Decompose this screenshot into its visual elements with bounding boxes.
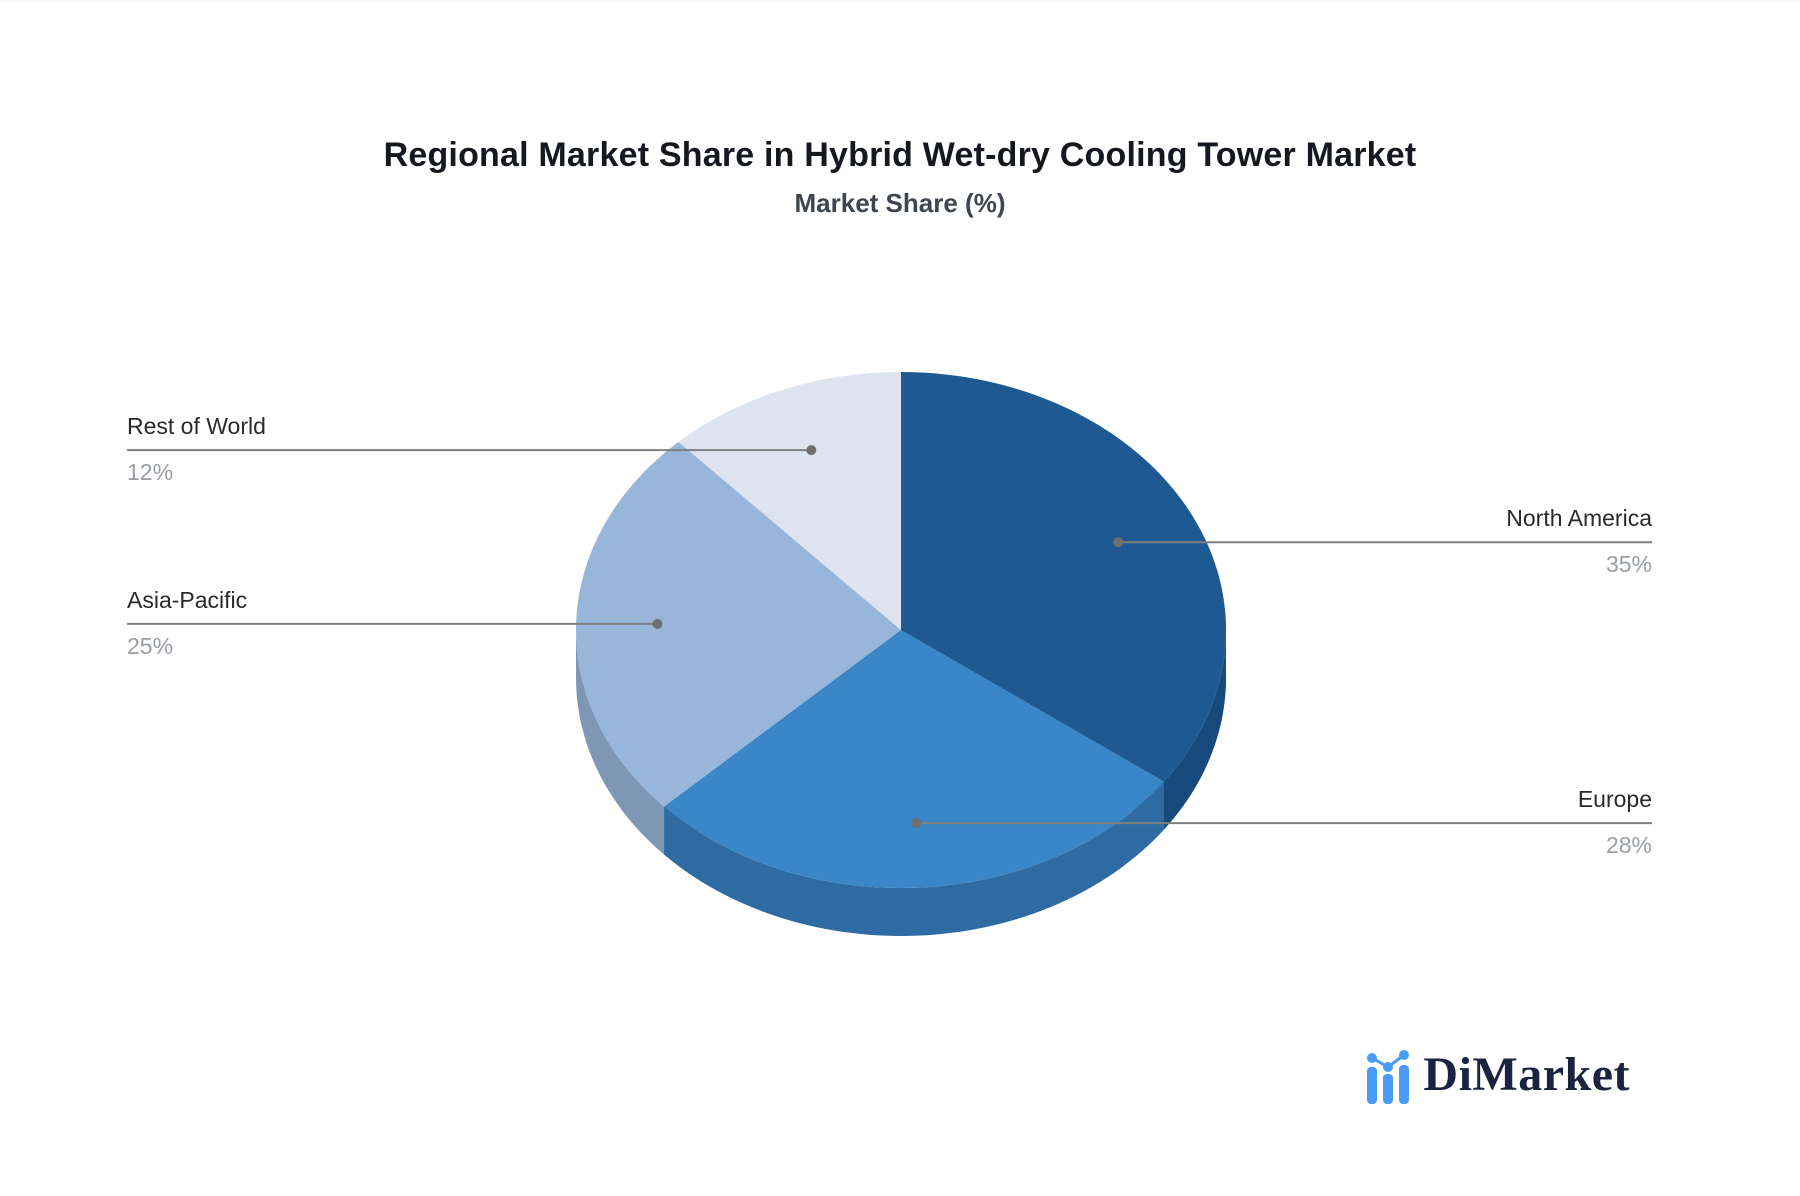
connector-dot-rest-of-world [806, 445, 817, 456]
top-strip [0, 0, 1800, 3]
pie-side-wall-europe [664, 781, 1164, 936]
pie-slice-north-america[interactable] [901, 372, 1226, 782]
slice-label-north-america: North America [1506, 505, 1652, 532]
pie-side-wall-asia-pacific [576, 630, 665, 855]
slice-label-europe: Europe [1577, 786, 1652, 813]
connector-dot-asia-pacific [652, 618, 663, 629]
connector-dot-europe [911, 818, 922, 829]
chart-title: Regional Market Share in Hybrid Wet-dry … [383, 136, 1417, 174]
slice-value-europe: 28% [1605, 832, 1652, 859]
slice-value-rest-of-world: 12% [127, 459, 174, 486]
slice-value-north-america: 35% [1605, 551, 1652, 578]
slice-label-asia-pacific: Asia-Pacific [127, 586, 248, 613]
brand-name: DiMarket [1423, 1047, 1630, 1101]
pie-slice-asia-pacific[interactable] [576, 441, 901, 807]
slice-label-rest-of-world: Rest of World [127, 413, 266, 440]
pie-slice-rest-of-world[interactable] [678, 372, 902, 630]
pie-side-wall-north-america [1163, 630, 1226, 830]
connector-dot-north-america [1113, 537, 1124, 548]
slice-value-asia-pacific: 25% [127, 632, 174, 659]
brand-logo: DiMarket [1366, 1042, 1630, 1106]
chart-subtitle: Market Share (%) [794, 188, 1006, 218]
bar-chart-logo-icon [1367, 1050, 1410, 1104]
